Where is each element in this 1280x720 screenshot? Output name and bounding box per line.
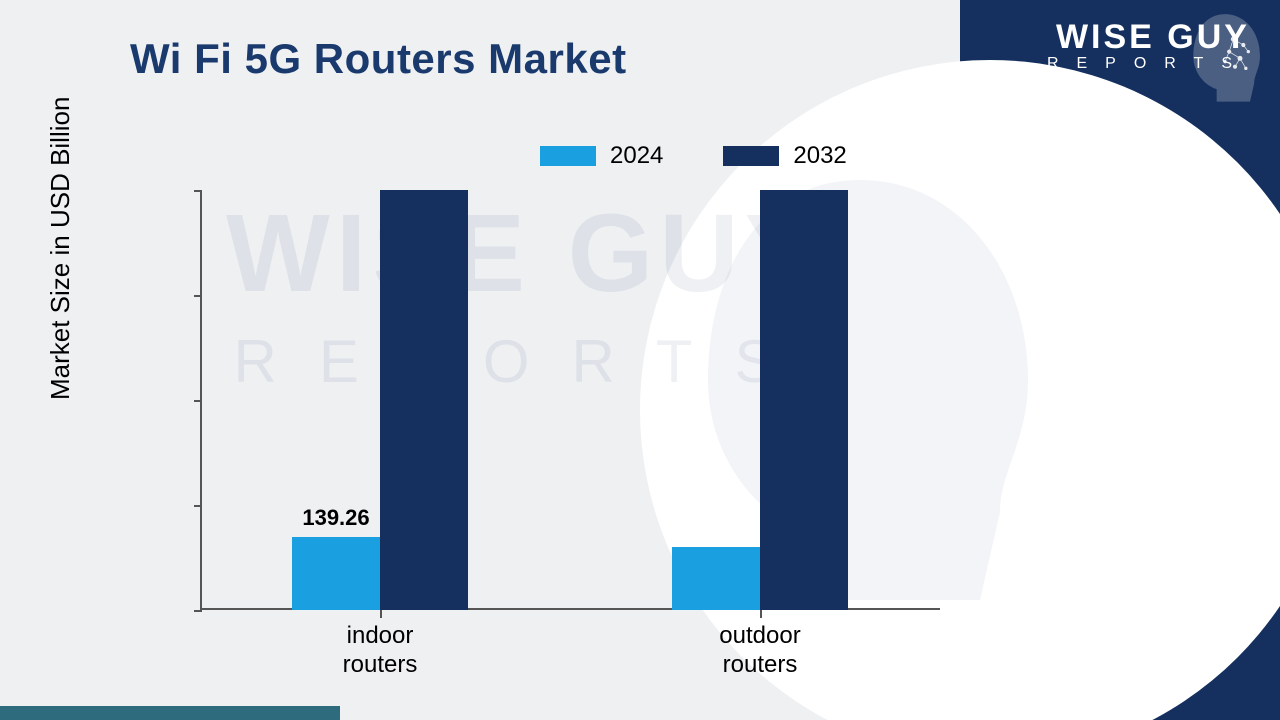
category-label-line: routers [723, 651, 798, 678]
category-label: outdoor routers [700, 622, 820, 680]
chart-canvas: WISE GUY REPORTS Wi Fi 5G Routers Market… [0, 0, 1280, 720]
footer-accent-bar [0, 706, 340, 720]
legend-item-2024: 2024 [540, 142, 663, 170]
y-axis [200, 190, 202, 610]
bar [292, 537, 380, 610]
logo-head-icon [1180, 10, 1270, 110]
bar [380, 190, 468, 610]
bar [672, 547, 760, 610]
legend-label-2032: 2032 [793, 142, 846, 170]
category-label-line: outdoor [719, 622, 800, 649]
x-tick [760, 610, 762, 618]
bar [760, 190, 848, 610]
legend-swatch-2024 [540, 146, 596, 166]
y-tick [194, 610, 202, 612]
chart-title: Wi Fi 5G Routers Market [130, 35, 627, 83]
y-tick [194, 190, 202, 192]
legend-item-2032: 2032 [723, 142, 846, 170]
y-tick [194, 505, 202, 507]
plot-area: 139.26 [200, 190, 940, 610]
category-label: indoor routers [320, 622, 440, 680]
category-label-line: indoor [347, 622, 414, 649]
category-label-line: routers [343, 651, 418, 678]
y-axis-label: Market Size in USD Billion [45, 97, 76, 400]
y-tick [194, 295, 202, 297]
bar-value-label: 139.26 [282, 505, 390, 531]
y-tick [194, 400, 202, 402]
legend-swatch-2032 [723, 146, 779, 166]
x-tick [380, 610, 382, 618]
legend: 2024 2032 [540, 142, 847, 170]
legend-label-2024: 2024 [610, 142, 663, 170]
